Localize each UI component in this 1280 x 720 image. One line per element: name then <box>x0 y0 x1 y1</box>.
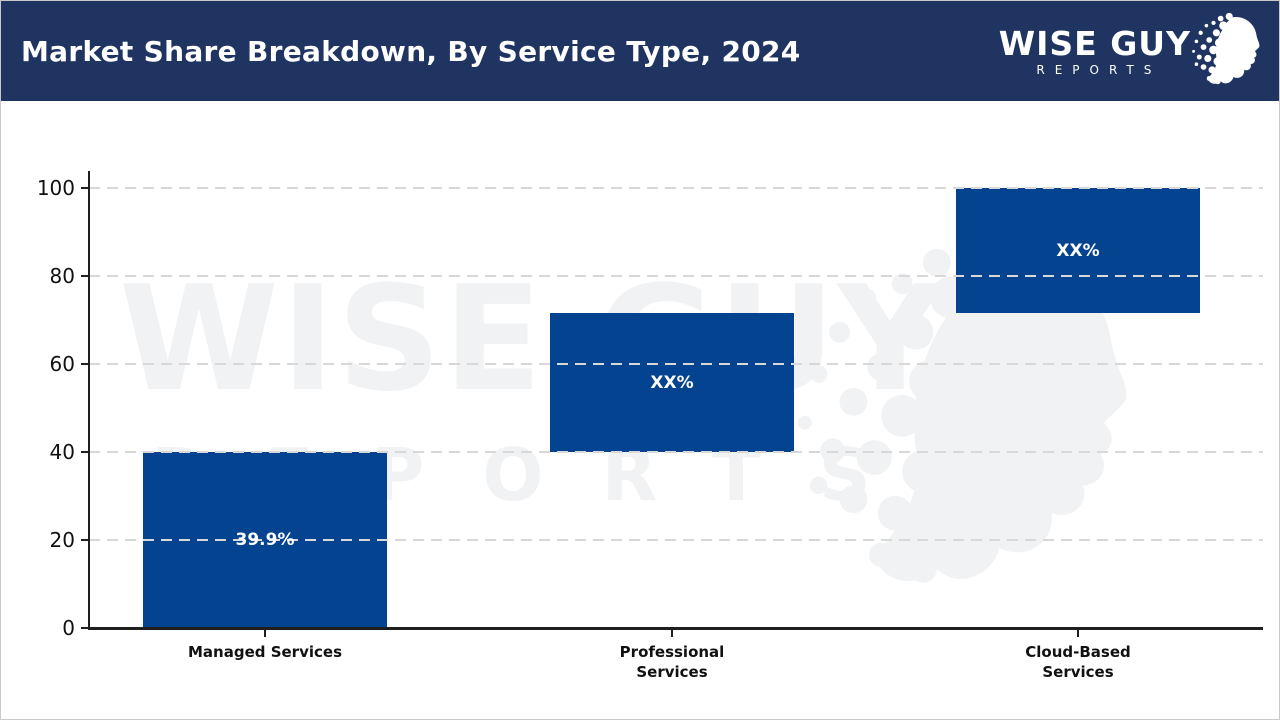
page-title: Market Share Breakdown, By Service Type,… <box>21 34 801 68</box>
y-tick-0 <box>81 627 89 629</box>
gridline-100 <box>89 187 1263 189</box>
gridline-60 <box>89 363 1263 365</box>
logo-face-icon <box>1192 12 1260 85</box>
x-axis-line <box>88 627 1263 630</box>
x-tick-professional-services <box>671 629 673 637</box>
category-label-professional-services: Professional Services <box>619 643 725 682</box>
header-bar: Market Share Breakdown, By Service Type,… <box>1 1 1279 101</box>
bar-value-label-professional-services: XX% <box>650 372 694 393</box>
bar-cloud-based-services <box>956 188 1200 314</box>
y-tick-20 <box>81 539 89 541</box>
gridline-80 <box>89 275 1263 277</box>
y-tick-label-0: 0 <box>62 616 75 640</box>
gridline-20 <box>89 539 1263 541</box>
y-tick-label-80: 80 <box>49 264 75 288</box>
y-tick-60 <box>81 363 89 365</box>
logo-reports-text: REPORTS <box>1036 62 1162 77</box>
wise-guy-reports-logo: WISE GUY REPORTS <box>999 7 1267 95</box>
y-tick-40 <box>81 451 89 453</box>
x-tick-managed-services <box>264 629 266 637</box>
logo-wordmark: WISE GUY <box>998 23 1191 63</box>
y-tick-label-20: 20 <box>49 528 75 552</box>
y-tick-100 <box>81 187 89 189</box>
watermark-wordmark: WISE GUY <box>119 255 945 424</box>
y-tick-label-60: 60 <box>49 352 75 376</box>
category-label-cloud-based-services: Cloud-Based Services <box>1025 643 1131 682</box>
category-label-managed-services: Managed Services <box>187 643 342 661</box>
x-tick-cloud-based-services <box>1077 629 1079 637</box>
bar-professional-services <box>550 313 794 453</box>
y-tick-80 <box>81 275 89 277</box>
y-tick-label-40: 40 <box>49 440 75 464</box>
y-axis-line <box>88 171 90 630</box>
y-tick-label-100: 100 <box>36 176 75 200</box>
gridline-40 <box>89 451 1263 453</box>
bar-value-label-managed-services: 39.9% <box>235 530 295 551</box>
logo-text: WISE GUY REPORTS <box>999 27 1191 76</box>
bar-value-label-cloud-based-services: XX% <box>1056 240 1100 261</box>
